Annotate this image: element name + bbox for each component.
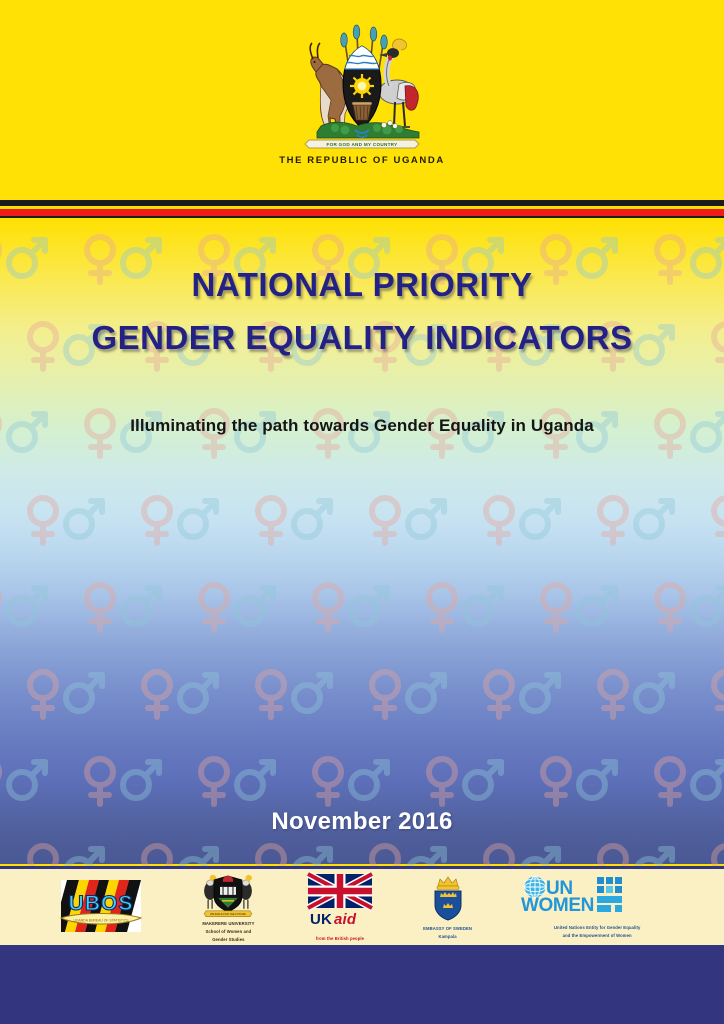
header-banner: FOR GOD AND MY COUNTRY THE REPUBLIC OF U…: [0, 0, 724, 200]
flag-stripe-black-bottom: [0, 216, 724, 218]
title-line-2: GENDER EQUALITY INDICATORS: [91, 319, 633, 356]
ukaid-logo-icon: UK aid: [306, 871, 374, 928]
ukaid-caption: from the British people: [315, 935, 365, 941]
makerere-caption-line-1: MAKERERE UNIVERSITY: [202, 920, 255, 926]
flag-stripe-yellow-mid: [0, 206, 724, 209]
makerere-caption-line-2: School of Women and: [205, 928, 252, 934]
uganda-coat-of-arms-icon: FOR GOD AND MY COUNTRY: [287, 22, 437, 152]
sweden-caption-line-2: Kampala: [438, 934, 457, 939]
sweden-crest-icon: [434, 876, 462, 921]
unwomen-logo-icon: UN WOMEN: [521, 875, 623, 916]
svg-text:UN: UN: [546, 878, 573, 899]
svg-text:UGANDA BUREAU OF STATISTICS: UGANDA BUREAU OF STATISTICS: [73, 919, 129, 923]
publication-date: November 2016: [271, 808, 453, 835]
svg-text:WE BUILD FOR THE FUTURE: WE BUILD FOR THE FUTURE: [211, 912, 247, 916]
uganda-flag-stripe: [0, 200, 724, 222]
svg-text:UBOS: UBOS: [68, 892, 133, 915]
flag-stripe-red: [0, 209, 724, 216]
footer-navy-band: [0, 948, 724, 1024]
page-subtitle: Illuminating the path towards Gender Equ…: [130, 416, 594, 435]
unwomen-caption-line-2: and the Empowerment of Women: [562, 933, 632, 938]
partner-logo-embassy-sweden: EMBASSY OF SWEDEN Kampala: [422, 871, 474, 943]
sweden-caption-line-1: EMBASSY OF SWEDEN: [423, 925, 472, 931]
makerere-caption-line-3: Gender Studies: [212, 936, 245, 942]
cover-gradient-background: [0, 222, 724, 864]
ubos-logo-icon: UBOS UGANDA BUREAU OF STATISTICS: [59, 880, 143, 932]
flag-stripe-yellow-bottom: [0, 218, 724, 222]
makerere-crest-icon: WE BUILD FOR THE FUTURE: [204, 874, 253, 918]
svg-text:FOR GOD AND MY COUNTRY: FOR GOD AND MY COUNTRY: [327, 142, 398, 147]
unwomen-caption-line-1: United Nations Entity for Gender Equalit…: [553, 924, 641, 930]
page-title: NATIONAL PRIORITY GENDER EQUALITY INDICA…: [0, 258, 724, 364]
partner-logo-ubos: UBOS UGANDA BUREAU OF STATISTICS: [49, 871, 153, 943]
svg-text:WOMEN: WOMEN: [521, 895, 594, 916]
partner-logo-ukaid: UK aid from the British people: [304, 871, 376, 943]
partner-logo-band: UBOS UGANDA BUREAU OF STATISTICS: [0, 866, 724, 948]
partner-logo-makerere: WE BUILD FOR THE FUTURE MAKERERE UNIVERS…: [198, 871, 258, 943]
svg-text:aid: aid: [334, 911, 357, 928]
title-line-1: NATIONAL PRIORITY: [191, 266, 533, 303]
svg-text:UK: UK: [310, 911, 332, 928]
emblem-caption: THE REPUBLIC OF UGANDA: [279, 155, 445, 166]
flag-stripe-black-top: [0, 200, 724, 206]
partner-logo-unwomen: UN WOMEN United Nations Entity for Gend: [519, 871, 675, 943]
